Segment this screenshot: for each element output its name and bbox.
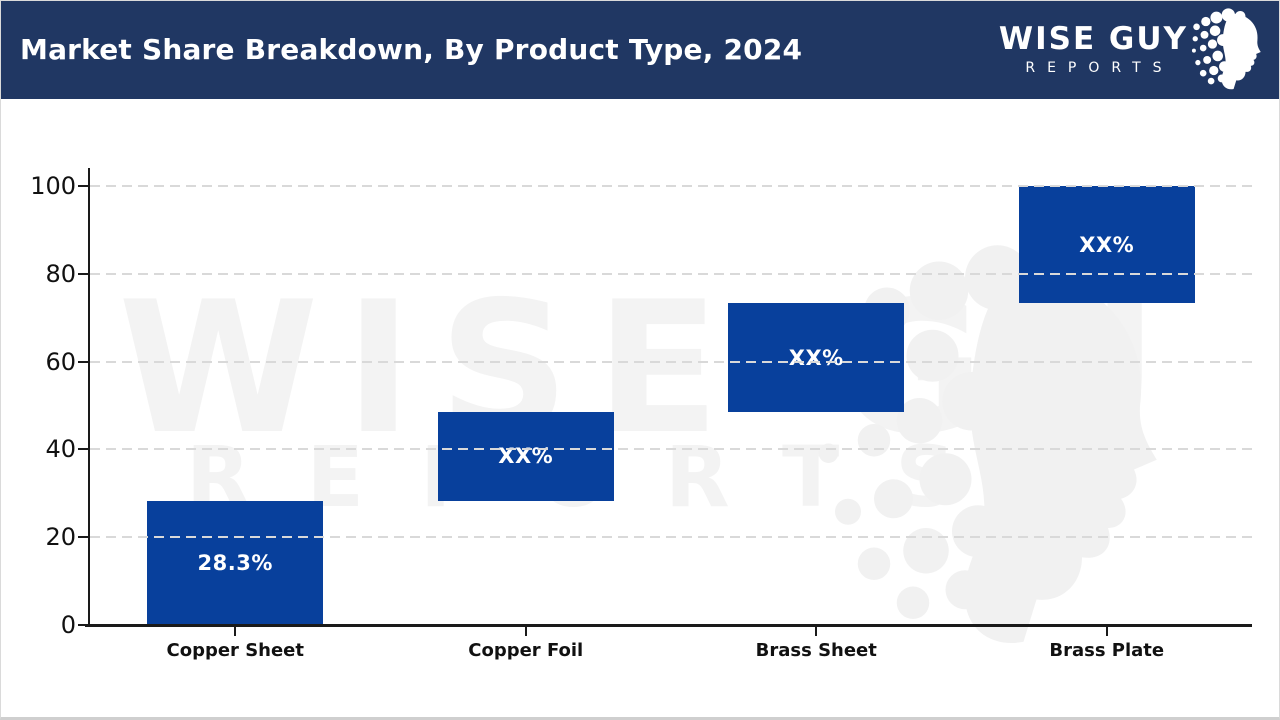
brand-subtitle: REPORTS [1025,60,1174,76]
bar-brass-sheet: XX% [728,303,905,413]
bar-value-label: XX% [1079,232,1135,257]
x-tick-mark [815,627,818,636]
y-tick-label: 80 [45,259,76,288]
chart-title: Market Share Breakdown, By Product Type,… [20,33,803,66]
x-tick-mark [1105,627,1108,636]
x-tick-label: Copper Foil [468,640,584,661]
gridline [90,448,1252,451]
y-axis-line [88,168,90,627]
x-tick-label: Brass Plate [1049,640,1165,661]
brand-logo: WISE GUY REPORTS [999,0,1270,99]
x-tick-label: Copper Sheet [166,640,305,661]
y-tick-label: 0 [60,611,76,639]
y-tick-label: 60 [45,347,76,376]
y-tick-mark [78,185,88,187]
header-bar: Market Share Breakdown, By Product Type,… [0,0,1280,99]
gridline [90,272,1252,275]
bar-value-label: 28.3% [197,550,273,575]
y-tick-mark [78,272,88,275]
wiseguy-head-icon [1184,7,1270,93]
bar-copper-foil: XX% [437,412,614,501]
x-tick-mark [524,627,527,636]
y-tick-mark [78,624,88,626]
x-tick-label: Brass Sheet [755,640,877,661]
y-tick-mark [78,360,88,363]
gridline [90,360,1252,363]
y-tick-mark [78,536,88,539]
y-tick-label: 40 [45,435,76,464]
y-tick-label: 100 [30,172,76,200]
brand-logo-text: WISE GUY REPORTS [998,21,1188,76]
y-tick-label: 20 [45,523,76,552]
y-tick-mark [78,448,88,451]
bar-copper-sheet: 28.3% [147,500,324,625]
brand-name: WISE GUY [998,21,1188,57]
x-tick-mark [234,627,237,636]
gridline [90,185,1252,187]
x-axis-line [85,624,1252,627]
bar-value-label: XX% [788,345,844,370]
bar-brass-plate: XX% [1018,186,1195,304]
gridline [90,536,1252,539]
